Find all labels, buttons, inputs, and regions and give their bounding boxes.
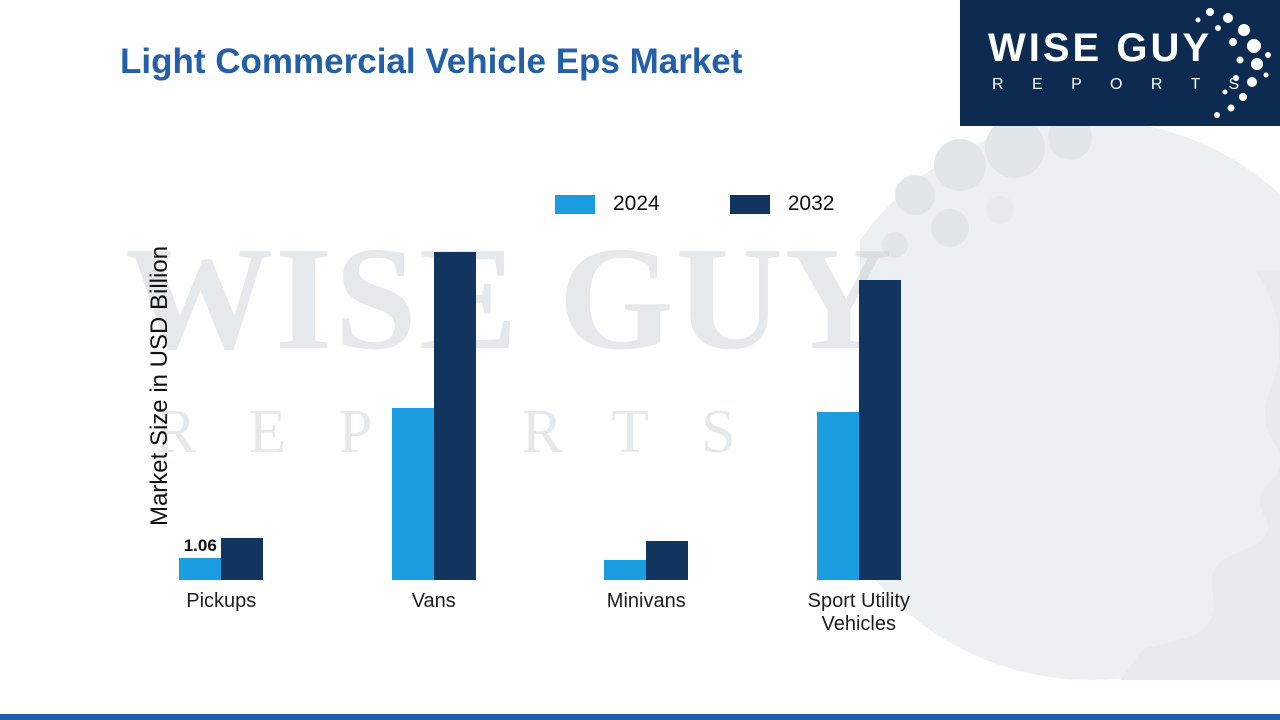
bar-wrap	[858, 279, 901, 580]
bar-wrap	[221, 538, 264, 580]
category-label: Minivans	[606, 590, 686, 612]
bar-pair	[604, 244, 689, 580]
legend-label: 2032	[787, 192, 835, 215]
page-title: Light Commercial Vehicle Eps Market	[120, 42, 743, 81]
logo-wordmark: WISE GUY	[988, 26, 1213, 70]
legend-item: 2032	[729, 192, 835, 216]
bar-wrap	[433, 252, 476, 580]
bottom-accent-strip	[0, 714, 1280, 720]
chart-legend: 2024 2032	[555, 192, 834, 216]
bar-pair	[391, 244, 476, 580]
watermark-head-graphic	[860, 120, 1280, 680]
bar-wrap	[604, 560, 647, 580]
bar-wrap: 1.06	[179, 535, 222, 580]
plot-area: 1.06 Pickups Vans Minivans Sport Utility Veh…	[115, 244, 965, 664]
bar-2032-minivans	[646, 541, 689, 580]
bar-group: Vans	[328, 244, 540, 613]
category-label: Sport Utility Vehicles	[807, 590, 910, 635]
bar-group: 1.06 Pickups	[115, 244, 327, 613]
legend-swatch	[729, 194, 770, 214]
bar-2032-vans	[433, 252, 476, 580]
bar-pair: 1.06	[179, 244, 264, 580]
bar-wrap	[816, 412, 859, 580]
logo-subtitle: R E P O R T S	[992, 76, 1252, 93]
bar-2024-pickups	[179, 557, 222, 580]
legend-swatch	[555, 194, 595, 214]
category-label: Vans	[411, 590, 456, 612]
legend-label: 2024	[613, 192, 660, 215]
bar-2032-sport-utility-vehicles	[858, 279, 901, 580]
logo-block: WISE GUY R E P O R T S	[960, 0, 1280, 126]
bar-pair	[816, 244, 901, 580]
logo: WISE GUY R E P O R T S	[988, 28, 1251, 94]
bar-wrap	[646, 541, 689, 580]
legend-item: 2024	[555, 192, 660, 216]
bar-2032-pickups	[221, 538, 264, 580]
bar-group: Sport Utility Vehicles	[753, 244, 965, 636]
bar-value-label: 1.06	[183, 535, 217, 555]
logo-head-dots-icon	[1195, 8, 1271, 118]
watermark-line1: WISE GUY	[125, 217, 894, 381]
category-label: Pickups	[186, 590, 257, 612]
bar-group: Minivans	[540, 244, 752, 613]
bar-2024-sport-utility-vehicles	[816, 412, 859, 580]
bar-2024-minivans	[604, 560, 647, 580]
bar-2024-vans	[391, 407, 434, 580]
bar-wrap	[391, 407, 434, 580]
